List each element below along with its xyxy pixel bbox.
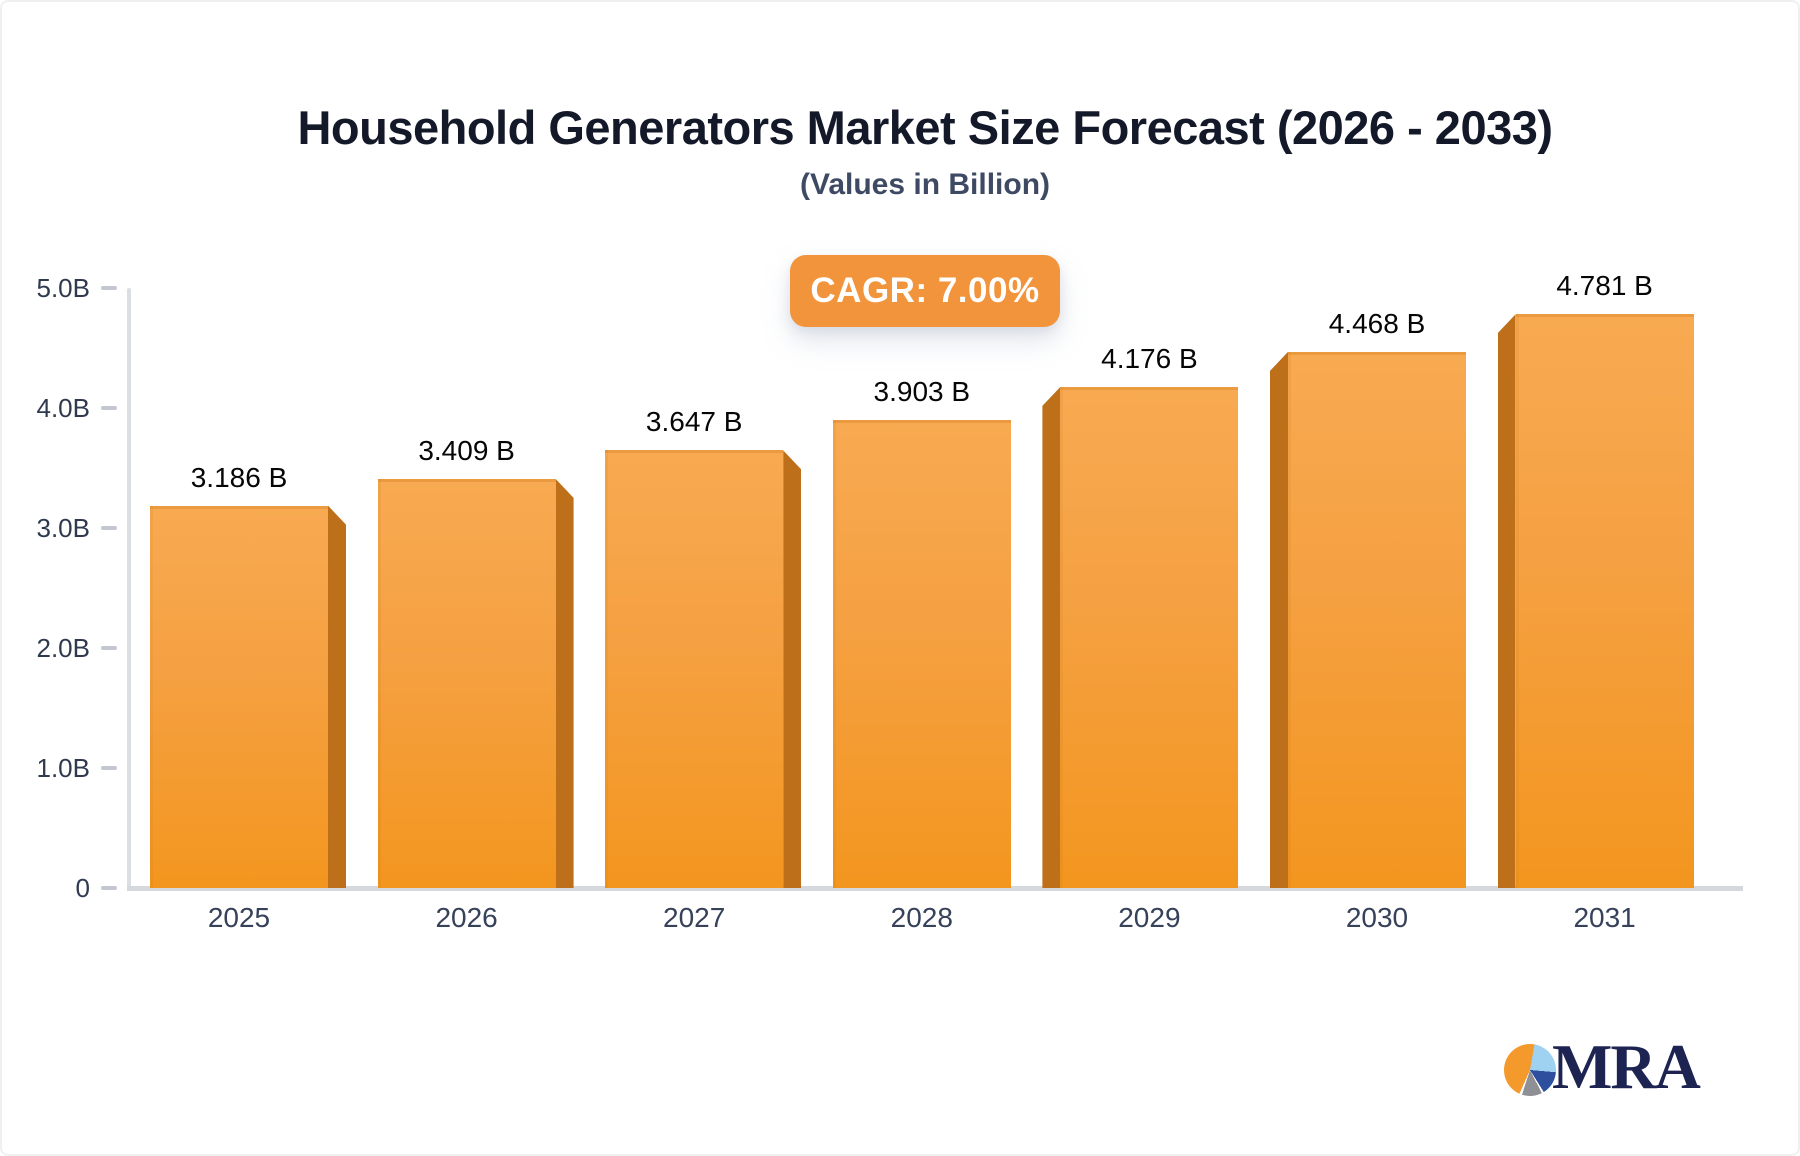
y-axis-label: 1.0B <box>36 753 91 783</box>
y-axis-tick <box>101 766 117 770</box>
y-axis-tick <box>101 286 117 290</box>
bar-value-label: 3.409 B <box>418 434 515 466</box>
bar-side-face <box>783 450 802 888</box>
chart-subtitle: (Values in Billion) <box>799 168 1051 201</box>
y-axis-label: 3.0B <box>36 513 91 543</box>
x-axis-label: 2029 <box>1118 902 1181 933</box>
bar-2028 <box>832 419 1011 888</box>
bar-value-label: 3.186 B <box>190 461 288 493</box>
cagr-badge: CAGR: 7.00% <box>790 255 1060 327</box>
y-axis-tick <box>101 526 117 530</box>
x-axis-baseline <box>127 886 1743 891</box>
x-axis-label: 2027 <box>663 902 726 933</box>
x-axis-label: 2026 <box>435 902 498 933</box>
bar-value-label: 3.903 B <box>873 375 971 407</box>
bar-2029 <box>1060 386 1239 888</box>
bar-value-label: 4.468 B <box>1328 307 1426 339</box>
x-axis-label: 2030 <box>1345 902 1409 933</box>
y-axis-label: 0 <box>75 873 90 903</box>
y-axis-label: 2.0B <box>36 633 91 663</box>
y-axis-tick <box>101 646 117 650</box>
y-axis-label: 4.0B <box>36 393 91 423</box>
bar-value-label: 4.176 B <box>1101 342 1198 374</box>
bar-value-label: 4.781 B <box>1556 270 1653 302</box>
bar-2027 <box>605 450 784 888</box>
bar-2030 <box>1288 351 1466 888</box>
pie-chart-icon <box>1504 1044 1556 1096</box>
chart-title: Household Generators Market Size Forecas… <box>297 101 1553 154</box>
bar-value-label: 3.647 B <box>645 406 743 438</box>
x-axis-label: 2031 <box>1573 902 1636 933</box>
y-axis-line <box>127 288 131 889</box>
mra-logo: MRA <box>1504 1031 1784 1108</box>
bar-side-face <box>555 478 574 888</box>
y-axis-tick <box>101 406 117 410</box>
bar-2026 <box>377 478 556 888</box>
bar-2031 <box>1515 314 1694 888</box>
y-axis-label: 5.0B <box>36 273 91 303</box>
x-axis-label: 2025 <box>207 902 271 933</box>
bar-2025 <box>150 505 328 888</box>
bar-side-face <box>1497 314 1516 888</box>
y-axis-tick <box>101 886 117 890</box>
logo-text: MRA <box>1552 1031 1701 1102</box>
bar-side-face <box>1042 386 1061 888</box>
bar-side-face <box>1270 351 1288 888</box>
bar-side-face <box>328 505 346 888</box>
x-axis-label: 2028 <box>890 902 953 933</box>
